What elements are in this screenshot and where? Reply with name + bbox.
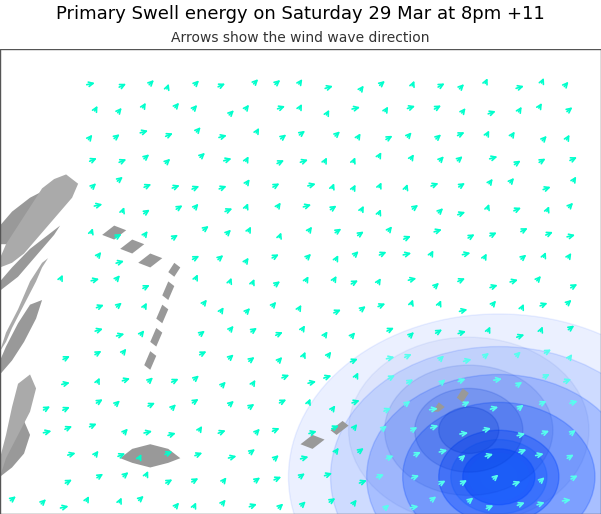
Polygon shape bbox=[0, 258, 48, 351]
Circle shape bbox=[463, 449, 535, 505]
Polygon shape bbox=[102, 226, 126, 240]
Polygon shape bbox=[0, 300, 42, 374]
Circle shape bbox=[415, 389, 523, 472]
Polygon shape bbox=[156, 305, 168, 323]
Polygon shape bbox=[144, 351, 156, 370]
Polygon shape bbox=[162, 282, 174, 300]
Polygon shape bbox=[120, 444, 180, 468]
Polygon shape bbox=[150, 328, 162, 346]
Polygon shape bbox=[331, 421, 349, 435]
Polygon shape bbox=[457, 389, 469, 402]
Circle shape bbox=[385, 365, 553, 495]
Circle shape bbox=[451, 439, 547, 514]
Polygon shape bbox=[0, 174, 78, 267]
Polygon shape bbox=[120, 240, 144, 253]
Circle shape bbox=[439, 407, 499, 453]
Circle shape bbox=[439, 430, 559, 514]
Circle shape bbox=[367, 374, 601, 514]
Circle shape bbox=[349, 337, 589, 514]
Text: Arrows show the wind wave direction: Arrows show the wind wave direction bbox=[171, 31, 430, 45]
Polygon shape bbox=[0, 374, 36, 477]
Polygon shape bbox=[0, 226, 60, 291]
Polygon shape bbox=[0, 179, 72, 244]
Polygon shape bbox=[300, 435, 325, 449]
Circle shape bbox=[331, 346, 601, 514]
Circle shape bbox=[469, 453, 529, 500]
Text: Primary Swell energy on Saturday 29 Mar at 8pm +11: Primary Swell energy on Saturday 29 Mar … bbox=[56, 5, 545, 23]
Circle shape bbox=[288, 314, 601, 514]
Circle shape bbox=[481, 463, 517, 491]
Polygon shape bbox=[0, 421, 30, 477]
Polygon shape bbox=[168, 263, 180, 277]
Polygon shape bbox=[433, 402, 445, 412]
Polygon shape bbox=[138, 253, 162, 267]
Circle shape bbox=[403, 402, 595, 514]
